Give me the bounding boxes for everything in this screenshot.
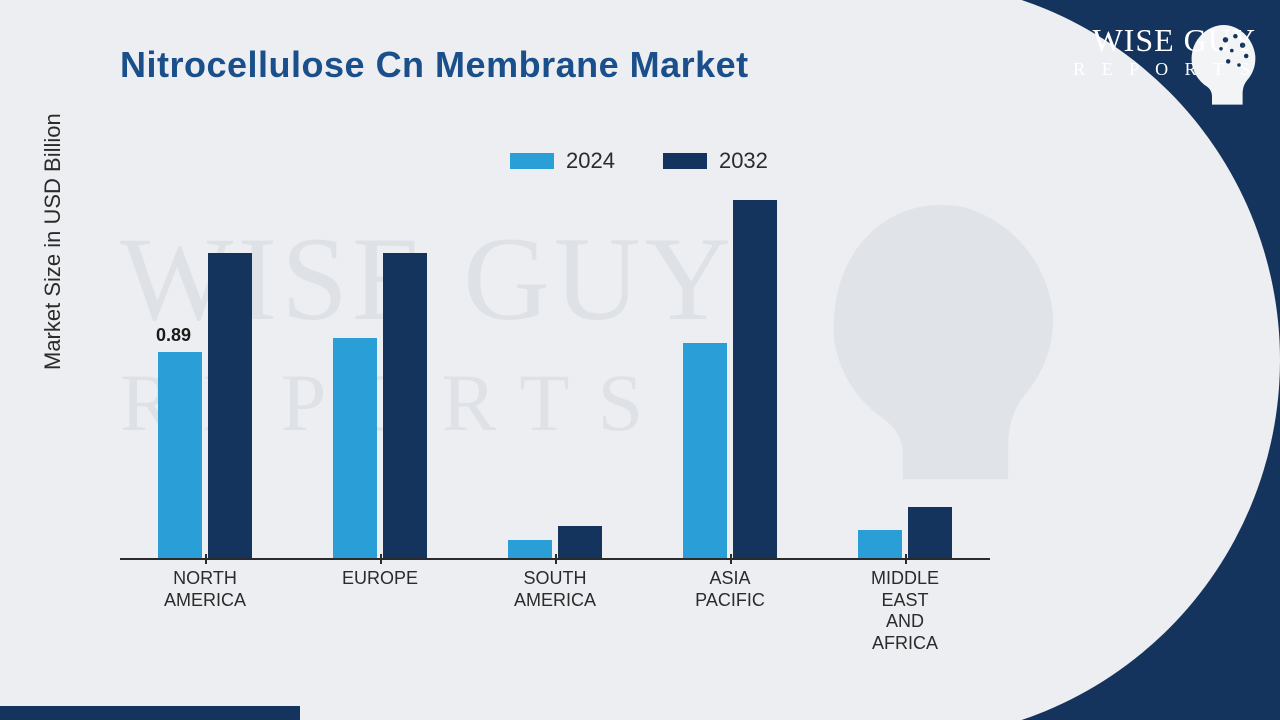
logo-head-icon [1176, 20, 1266, 110]
bar [208, 253, 252, 558]
x-axis-category-label: SOUTH AMERICA [470, 568, 640, 611]
bar [558, 526, 602, 558]
x-axis-category-label: MIDDLE EAST AND AFRICA [820, 568, 990, 654]
bar [333, 338, 377, 558]
bar [158, 352, 202, 558]
bar-group [683, 200, 777, 558]
y-axis-label: Market Size in USD Billion [40, 113, 66, 370]
bar [733, 200, 777, 558]
plot-area: 0.89 [120, 190, 990, 560]
bar-group [858, 507, 952, 558]
legend-item: 2024 [510, 148, 615, 174]
bar-group [158, 253, 252, 558]
legend: 2024 2032 [510, 148, 768, 174]
legend-item: 2032 [663, 148, 768, 174]
bar [858, 530, 902, 558]
legend-swatch [663, 153, 707, 169]
legend-label: 2024 [566, 148, 615, 174]
bar [508, 540, 552, 559]
legend-swatch [510, 153, 554, 169]
chart-canvas: WISE GUY REPORTS Nitrocellulose Cn Membr… [0, 0, 1280, 720]
bar [908, 507, 952, 558]
chart-title: Nitrocellulose Cn Membrane Market [120, 44, 749, 86]
bar-group [508, 526, 602, 558]
bar [383, 253, 427, 558]
x-axis-category-label: NORTH AMERICA [120, 568, 290, 611]
bar [683, 343, 727, 558]
bottom-accent-bar [0, 706, 300, 720]
bar-group [333, 253, 427, 558]
legend-label: 2032 [719, 148, 768, 174]
x-axis-category-label: ASIA PACIFIC [645, 568, 815, 611]
x-axis-category-label: EUROPE [295, 568, 465, 590]
